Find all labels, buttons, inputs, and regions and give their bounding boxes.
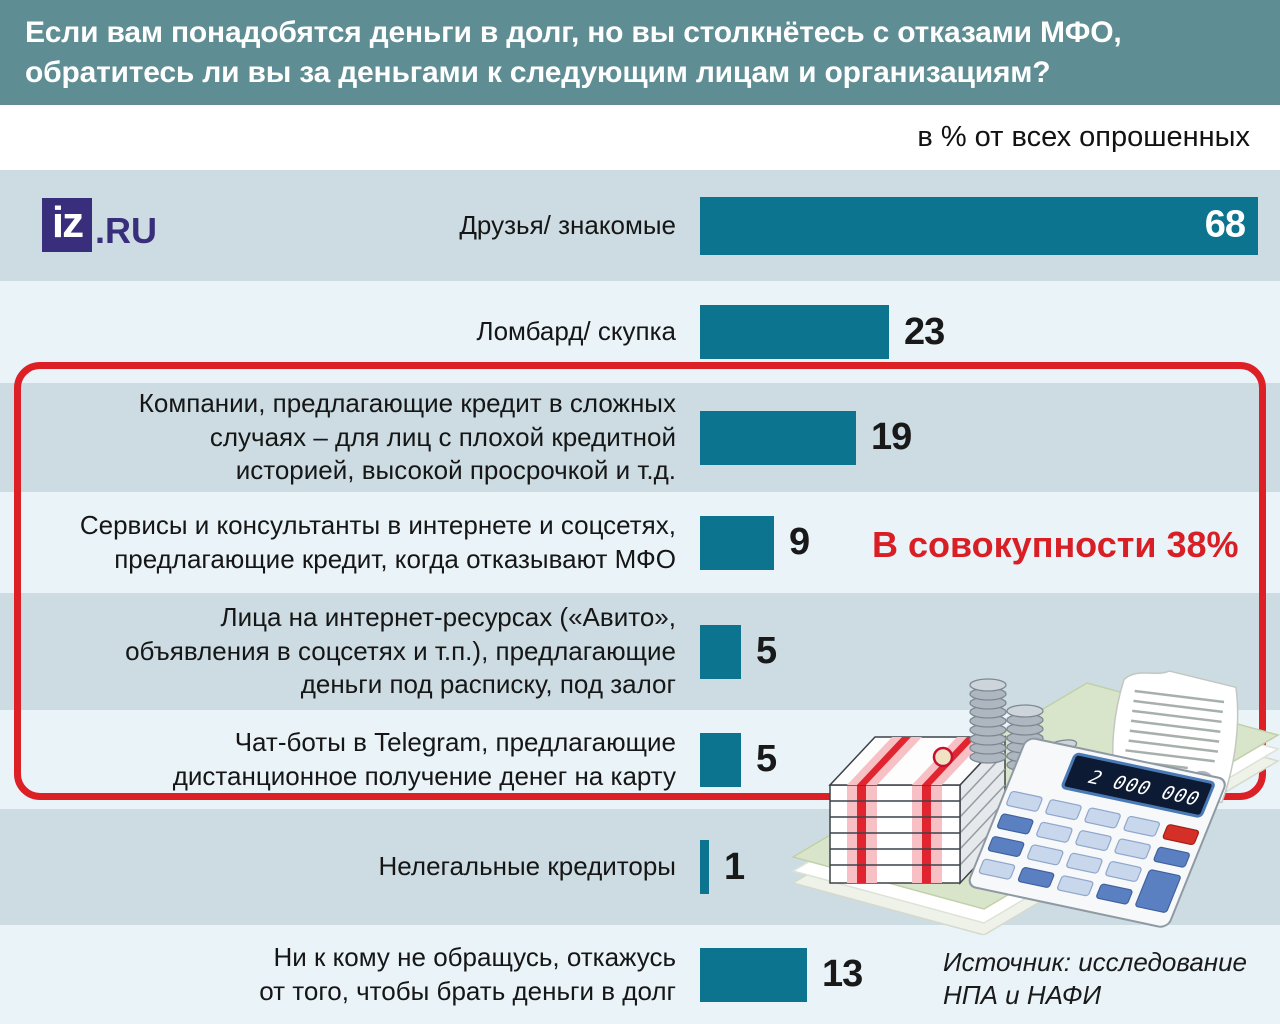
value-label: 1 — [724, 845, 745, 888]
chart-row: Компании, предлагающие кредит в сложных … — [0, 383, 1280, 492]
row-label: Нелегальные кредиторы — [378, 851, 676, 882]
chart-row: Ломбард/ скупка 23 — [0, 281, 1280, 383]
page-title: Если вам понадобятся деньги в долг, но в… — [25, 16, 1122, 89]
title-bar: Если вам понадобятся деньги в долг, но в… — [0, 0, 1280, 105]
row-label: Друзья/ знакомые — [459, 209, 676, 240]
chart-row: Друзья/ знакомые 68 — [0, 170, 1280, 281]
row-label: Ни к кому не обращусь, откажусь от того,… — [259, 941, 676, 1006]
value-label: 5 — [756, 738, 777, 780]
bar-chart: Друзья/ знакомые 68 Ломбард/ скупка 23 К… — [0, 170, 1280, 1024]
calculator-icon: 2 000 000 — [968, 737, 1226, 928]
chart-row: Ни к кому не обращусь, откажусь от того,… — [0, 925, 1280, 1024]
bar — [700, 840, 709, 894]
bar — [700, 305, 889, 359]
bar: 68 — [700, 196, 1258, 255]
chart-row: Сервисы и консультанты в интернете и соц… — [0, 492, 1280, 593]
izru-logo-mark: iz — [42, 198, 92, 252]
value-label: 13 — [822, 953, 863, 995]
calculator-red-key — [1162, 824, 1200, 846]
cumulative-annotation: В совокупности 38% — [872, 524, 1239, 565]
value-label: 23 — [904, 310, 945, 353]
source-note: Источник: исследование НПА и НАФИ — [943, 947, 1248, 1010]
bar — [700, 624, 741, 679]
banknote-stack-icon — [828, 735, 1007, 885]
banknote-seal-icon — [932, 746, 954, 768]
chart-row: Лица на интернет-ресурсах («Авито», объя… — [0, 593, 1280, 710]
izru-logo: iz .RU — [42, 198, 157, 252]
row-label: Чат-боты в Telegram, предлагающие дистан… — [172, 726, 676, 791]
value-label: 19 — [871, 416, 912, 458]
bar — [700, 410, 856, 465]
value-label: 68 — [1204, 203, 1246, 246]
bar — [700, 515, 774, 570]
units-note: в % от всех опрошенных — [917, 121, 1250, 153]
money-calculator-illustration: 2 000 000 — [791, 670, 1280, 935]
row-label: Сервисы и консультанты в интернете и соц… — [79, 509, 676, 574]
bar — [700, 947, 807, 1002]
value-label: 9 — [789, 521, 810, 563]
row-label: Компании, предлагающие кредит в сложных … — [138, 387, 676, 486]
izru-logo-suffix: .RU — [95, 210, 157, 251]
units-band: в % от всех опрошенных — [0, 105, 1280, 170]
row-label: Ломбард/ скупка — [476, 316, 677, 347]
bar — [700, 732, 741, 787]
row-label: Лица на интернет-ресурсах («Авито», объя… — [125, 601, 676, 700]
value-label: 5 — [756, 630, 777, 672]
calculator-keys — [978, 790, 1200, 913]
